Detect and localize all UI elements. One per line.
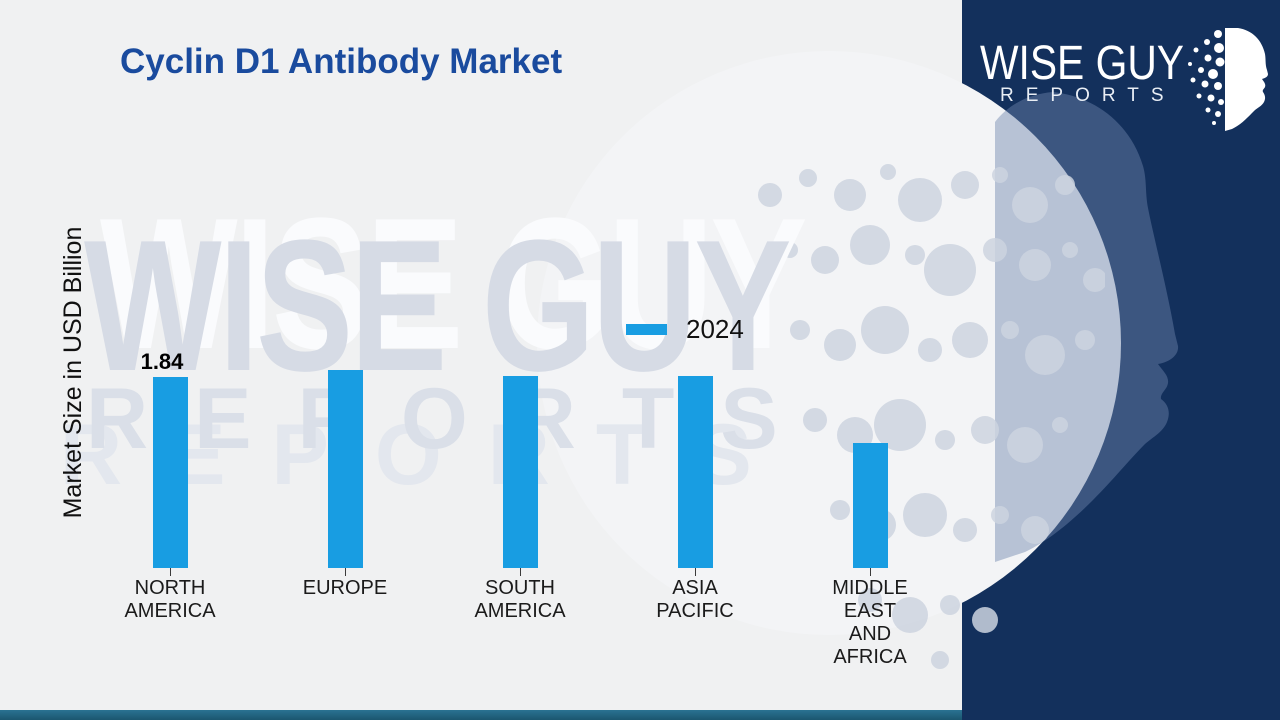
legend-label-2024: 2024 — [686, 314, 744, 344]
x-tick — [520, 568, 521, 576]
logo-title: WISE GUY — [980, 37, 1185, 90]
watermark-dots-face-icon — [758, 164, 1105, 669]
legend-swatch-2024 — [626, 324, 667, 335]
x-tick — [870, 568, 871, 576]
bar-north — [152, 377, 188, 568]
page-title: Cyclin D1 Antibody Market — [120, 42, 563, 81]
x-axis-label: SOUTH AMERICA — [474, 577, 566, 622]
logo-subtitle: REPORTS — [1000, 85, 1176, 106]
logo-dotted-face-icon — [1188, 28, 1268, 131]
bar-south — [502, 376, 538, 568]
footer-bar — [0, 710, 962, 720]
watermark-title-ghost: WISE GUY — [100, 179, 808, 388]
bar-value-label: 1.84 — [140, 349, 184, 374]
x-axis-label: ASIA PACIFIC — [656, 577, 734, 622]
x-tick — [345, 568, 346, 576]
bar-asia — [677, 376, 713, 568]
bar-europe — [327, 370, 363, 568]
x-tick — [695, 568, 696, 576]
x-axis-label: MIDDLE EAST AND AFRICA — [832, 577, 908, 668]
watermark-subtitle: REPORTS — [86, 371, 824, 467]
x-axis-label: EUROPE — [302, 577, 388, 599]
x-tick — [170, 568, 171, 576]
watermark-title: WISE GUY — [84, 201, 792, 410]
bar-middle — [852, 443, 888, 568]
x-axis-label: NORTH AMERICA — [124, 577, 216, 622]
